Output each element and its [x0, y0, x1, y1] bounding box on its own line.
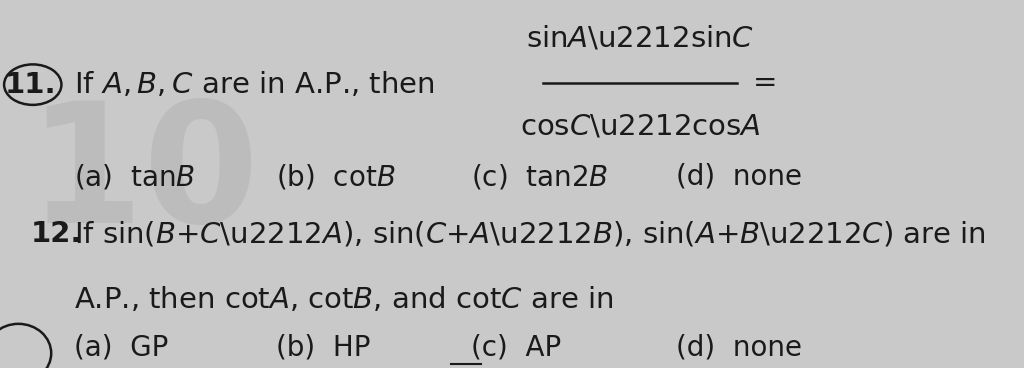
Text: (d)  none: (d) none	[676, 163, 802, 191]
Text: (c)  AP: (c) AP	[471, 334, 561, 362]
Text: A.P., then cot$\mathit{A}$, cot$\mathit{B}$, and cot$\mathit{C}$ are in: A.P., then cot$\mathit{A}$, cot$\mathit{…	[74, 286, 613, 314]
Text: If sin($\mathit{B}$+$\mathit{C}$\u2212$\mathit{A}$), sin($\mathit{C}$+$\mathit{A: If sin($\mathit{B}$+$\mathit{C}$\u2212$\…	[74, 219, 986, 248]
Text: (d)  none: (d) none	[676, 334, 802, 362]
Text: If $\mathit{A, B, C}$ are in A.P., then: If $\mathit{A, B, C}$ are in A.P., then	[74, 70, 434, 99]
Text: cos$\mathit{C}$\u2212cos$\mathit{A}$: cos$\mathit{C}$\u2212cos$\mathit{A}$	[519, 113, 761, 141]
Text: 11.: 11.	[5, 71, 56, 99]
Text: (b)  cot$\mathit{B}$: (b) cot$\mathit{B}$	[276, 162, 396, 191]
Text: (a)  tan$\mathit{B}$: (a) tan$\mathit{B}$	[74, 162, 195, 191]
Text: 10: 10	[28, 95, 259, 258]
Text: (a)  GP: (a) GP	[74, 334, 168, 362]
Text: (c)  tan2$\mathit{B}$: (c) tan2$\mathit{B}$	[471, 162, 608, 191]
Text: sin$\mathit{A}$\u2212sin$\mathit{C}$: sin$\mathit{A}$\u2212sin$\mathit{C}$	[526, 25, 754, 53]
Text: 12.: 12.	[31, 220, 82, 248]
Text: =: =	[753, 69, 777, 97]
Text: (b)  HP: (b) HP	[276, 334, 371, 362]
